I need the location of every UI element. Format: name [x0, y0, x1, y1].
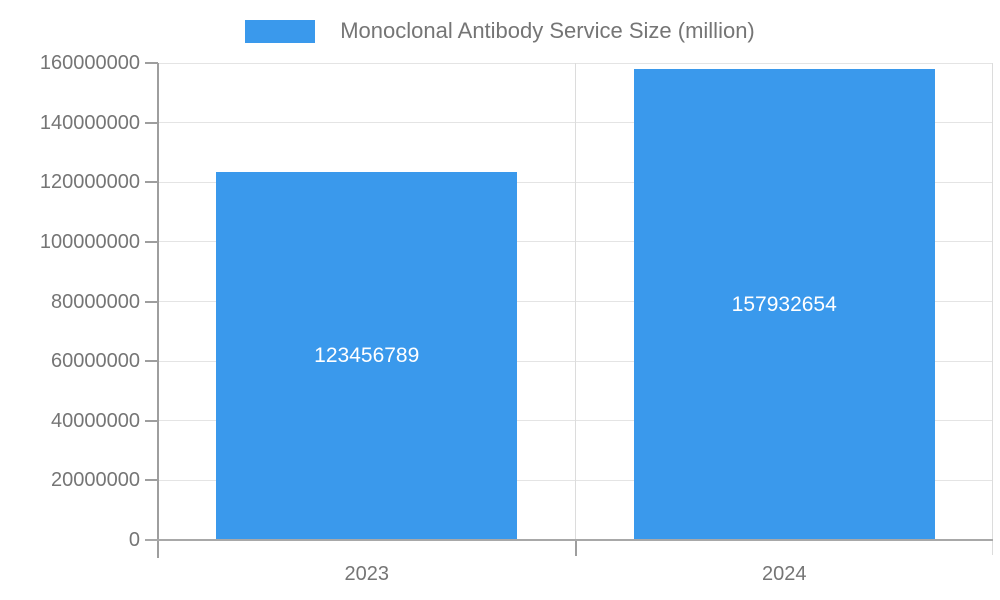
y-tick-mark: [145, 240, 158, 243]
y-tick-mark: [145, 360, 158, 363]
bar-value-label: 157932654: [731, 292, 837, 316]
y-tick-mark: [145, 121, 158, 124]
x-tick-mark: [574, 540, 577, 556]
y-axis-tick-label: 20000000: [51, 469, 140, 492]
x-axis-label-2024: 2024: [762, 563, 807, 585]
plot-right-border: [992, 63, 993, 555]
legend-swatch[interactable]: [245, 19, 316, 43]
y-axis-tick-label: 100000000: [39, 230, 140, 253]
y-tick-mark: [145, 479, 158, 482]
y-axis-line: [157, 63, 159, 558]
bar-2023[interactable]: 123456789: [216, 171, 518, 540]
plot-area: 123456789 157932654: [145, 62, 993, 558]
y-tick-mark: [145, 419, 158, 422]
x-axis-label-2023: 2023: [344, 563, 390, 585]
y-tick-mark: [145, 62, 158, 64]
y-axis-tick-label: 140000000: [39, 111, 140, 134]
y-axis-tick-label: 60000000: [51, 350, 140, 373]
y-axis-tick-label: 40000000: [51, 409, 140, 432]
y-tick-mark: [145, 181, 158, 184]
y-tick-mark: [145, 300, 158, 303]
column-separator-line: [575, 63, 576, 540]
chart-legend[interactable]: Monoclonal Antibody Service Size (millio…: [0, 17, 1000, 45]
y-axis-tick-label: 160000000: [39, 52, 140, 74]
y-axis-tick-label: 80000000: [51, 290, 140, 313]
y-axis-tick-label: 120000000: [39, 171, 140, 194]
y-axis-tick-label: 0: [128, 529, 140, 551]
bar-2024[interactable]: 157932654: [633, 69, 935, 540]
x-axis-line: [145, 539, 993, 541]
bar-value-label: 123456789: [314, 343, 420, 367]
legend-label: Monoclonal Antibody Service Size (millio…: [340, 18, 755, 43]
